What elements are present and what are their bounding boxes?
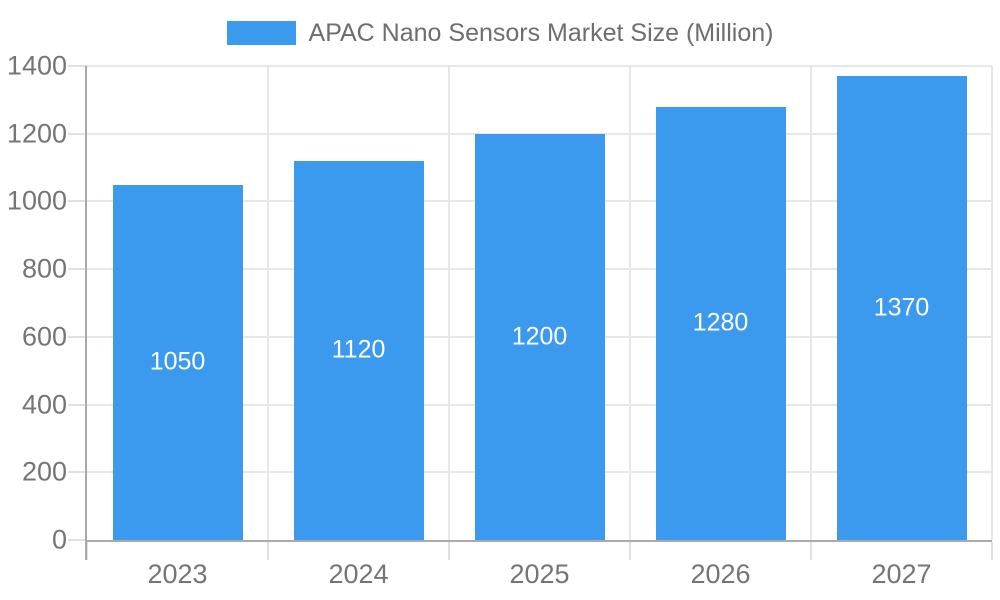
x-axis-label: 2027 [871,559,932,589]
y-axis-label: 600 [21,321,67,352]
x-axis-tick [991,542,993,560]
y-axis-label: 1200 [6,118,67,149]
x-axis-tick [629,542,631,560]
y-axis-tick [68,539,87,541]
bar[interactable] [293,160,424,540]
x-axis-label: 2025 [509,559,570,589]
bar[interactable] [112,184,243,540]
x-axis-tick [448,542,450,560]
y-axis-tick [68,403,87,406]
bar[interactable] [474,133,605,540]
gridline-vertical [991,66,993,540]
gridline-horizontal [87,65,992,67]
legend[interactable]: APAC Nano Sensors Market Size (Million) [0,18,1000,48]
bar-value-label: 1370 [873,293,930,322]
y-axis-line [85,66,87,560]
x-axis-label: 2024 [328,559,389,589]
x-axis-tick [810,542,812,560]
bar-value-label: 1200 [511,322,568,351]
y-axis-label: 400 [21,389,67,420]
bar-value-label: 1280 [692,308,749,337]
bar[interactable] [836,76,967,540]
bar[interactable] [655,106,786,540]
gridline-vertical [629,66,631,540]
y-axis-label: 200 [21,456,67,487]
gridline-vertical [267,66,269,540]
x-axis-label: 2026 [690,559,751,589]
y-axis-tick [68,471,87,474]
y-axis-tick [68,335,87,338]
gridline-vertical [810,66,812,540]
x-axis-tick [86,542,88,560]
x-axis-label: 2023 [147,559,208,589]
x-axis-line [85,540,992,542]
gridline-vertical [448,66,450,540]
y-axis-label: 1400 [6,50,67,81]
legend-swatch [226,21,296,45]
y-axis-tick [68,65,87,67]
y-axis-label: 800 [21,253,67,284]
y-axis-label: 1000 [6,185,67,216]
y-axis-tick [68,200,87,203]
y-axis-tick [68,268,87,271]
x-axis-tick [267,542,269,560]
bar-value-label: 1120 [331,335,386,364]
bar-value-label: 1050 [149,347,206,376]
y-axis-tick [68,132,87,135]
legend-label: APAC Nano Sensors Market Size (Million) [308,18,774,47]
y-axis-label: 0 [51,524,67,555]
